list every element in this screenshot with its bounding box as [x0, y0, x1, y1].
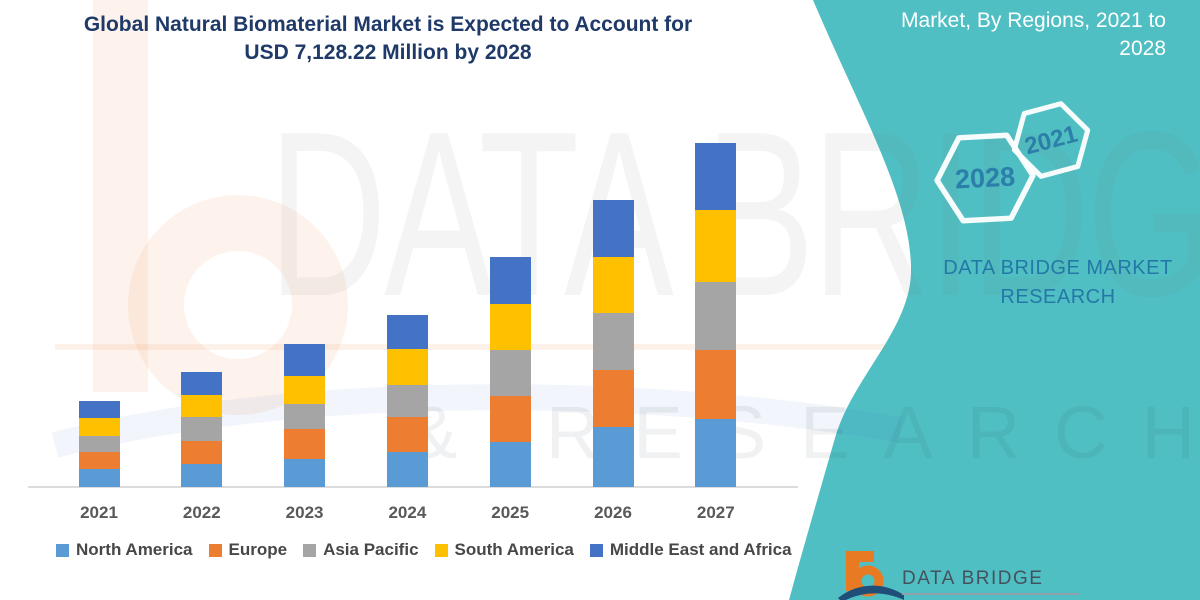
bar-segment-2027-middle-east-and-africa	[695, 142, 737, 210]
bar-segment-2026-north-america	[592, 427, 634, 487]
bar-segment-2022-europe	[181, 441, 223, 464]
watermark-logo-bowl	[128, 195, 348, 415]
dbmr-caption-line2: RESEARCH	[1000, 286, 1116, 308]
chart-title-line2: USD 7,128.22 Million by 2028	[244, 41, 532, 64]
bar-segment-2024-south-america	[386, 348, 428, 385]
x-axis-label-2026: 2026	[594, 503, 632, 522]
bar-segment-2022-middle-east-and-africa	[181, 372, 223, 395]
hexagon-2021-icon	[1011, 101, 1091, 179]
legend-label: Europe	[228, 540, 288, 559]
legend-label: South America	[454, 540, 574, 559]
bar-segment-2023-middle-east-and-africa	[284, 343, 326, 376]
bar-segment-2027-north-america	[695, 418, 737, 487]
bar-segment-2025-europe	[489, 396, 531, 442]
legend-swatch-icon	[589, 543, 603, 557]
footer-brand-block: DATA BRIDGE MARKET RESEARCH	[902, 568, 1080, 600]
dbmr-caption: DATA BRIDGE MARKET RESEARCH	[933, 254, 1183, 312]
bar-segment-2024-europe	[386, 417, 428, 452]
bar-segment-2027-south-america	[695, 210, 737, 282]
bar-segment-2026-europe	[592, 369, 634, 427]
panel-heading-line2: 2028	[1119, 37, 1166, 60]
bar-segment-2023-europe	[284, 428, 326, 459]
watermark-logo-stem	[93, 0, 148, 392]
bar-segment-2023-asia-pacific	[284, 403, 326, 429]
legend-item-asia-pacific: Asia Pacific	[303, 540, 419, 560]
hexagon-badges: 2028 2021	[934, 101, 1091, 224]
bar-segment-2021-north-america	[78, 469, 120, 487]
legend-label: North America	[76, 540, 193, 559]
chart-title: Global Natural Biomaterial Market is Exp…	[38, 11, 738, 67]
legend-item-middle-east-and-africa: Middle East and Africa	[589, 540, 792, 560]
bar-segment-2021-asia-pacific	[78, 436, 120, 452]
dbmr-caption-line1: DATA BRIDGE MARKET	[943, 257, 1173, 279]
hexagon-2028-label: 2028	[954, 161, 1016, 194]
hexagon-2028-icon	[934, 132, 1036, 224]
footer-tagline-text: MARKET RESEARCH	[902, 598, 1079, 600]
x-axis-label-2022: 2022	[182, 503, 221, 522]
bar-segment-2024-middle-east-and-africa	[386, 315, 428, 349]
databridge-logo-icon	[838, 551, 904, 600]
chart-title-line1: Global Natural Biomaterial Market is Exp…	[83, 13, 693, 36]
panel-heading: Market, By Regions, 2021 to 2028	[846, 7, 1166, 63]
hexagon-badge-2021: 2021	[1011, 101, 1091, 179]
bar-segment-2025-north-america	[489, 442, 531, 487]
teal-panel-shape	[789, 0, 1200, 600]
bar-segment-2027-asia-pacific	[695, 281, 737, 350]
bar-segment-2025-south-america	[489, 304, 531, 350]
x-axis-label-2021: 2021	[80, 503, 118, 522]
bar-segment-2027-europe	[695, 349, 737, 419]
chart-legend: North America Europe Asia Pacific South Ame…	[56, 540, 792, 560]
x-axis-label-2024: 2024	[388, 503, 427, 522]
watermark-band	[55, 344, 885, 350]
legend-swatch-icon	[56, 543, 69, 557]
bar-segment-2023-south-america	[284, 375, 326, 404]
legend-item-europe: Europe	[208, 540, 288, 560]
bar-segment-2022-south-america	[181, 394, 223, 417]
bar-segment-2022-asia-pacific	[181, 417, 223, 441]
legend-swatch-icon	[303, 543, 317, 557]
x-axis-label-2023: 2023	[285, 503, 324, 522]
bar-segment-2024-north-america	[386, 452, 428, 487]
hexagon-2021-label: 2021	[1022, 121, 1081, 161]
bar-segment-2025-asia-pacific	[489, 349, 531, 396]
bar-segment-2021-middle-east-and-africa	[78, 400, 120, 418]
x-axis-label-2025: 2025	[491, 503, 530, 522]
x-axis-line	[28, 486, 798, 488]
footer-brand-text: DATA BRIDGE	[902, 568, 1080, 595]
legend-label: Middle East and Africa	[609, 540, 792, 559]
legend-item-south-america: South America	[434, 540, 574, 560]
watermark-swoosh	[51, 384, 903, 458]
bar-segment-2024-asia-pacific	[386, 384, 428, 417]
legend-label: Asia Pacific	[323, 540, 419, 559]
bar-segment-2021-south-america	[78, 418, 120, 436]
legend-swatch-icon	[434, 543, 448, 557]
watermark-research-text: & RESEARCH	[408, 391, 1200, 474]
hexagon-badge-2028: 2028	[934, 132, 1036, 224]
bar-segment-2026-south-america	[592, 257, 634, 313]
bar-segment-2026-middle-east-and-africa	[592, 199, 634, 257]
bar-segment-2023-north-america	[284, 458, 326, 487]
panel-heading-line1: Market, By Regions, 2021 to	[901, 9, 1166, 32]
legend-swatch-icon	[208, 543, 222, 557]
bar-segment-2022-north-america	[181, 463, 223, 487]
legend-item-north-america: North America	[56, 540, 193, 560]
bar-segment-2025-middle-east-and-africa	[489, 256, 531, 304]
bar-segment-2026-asia-pacific	[592, 313, 634, 370]
bar-segment-2021-europe	[78, 451, 120, 469]
x-axis-label-2027: 2027	[696, 503, 735, 522]
